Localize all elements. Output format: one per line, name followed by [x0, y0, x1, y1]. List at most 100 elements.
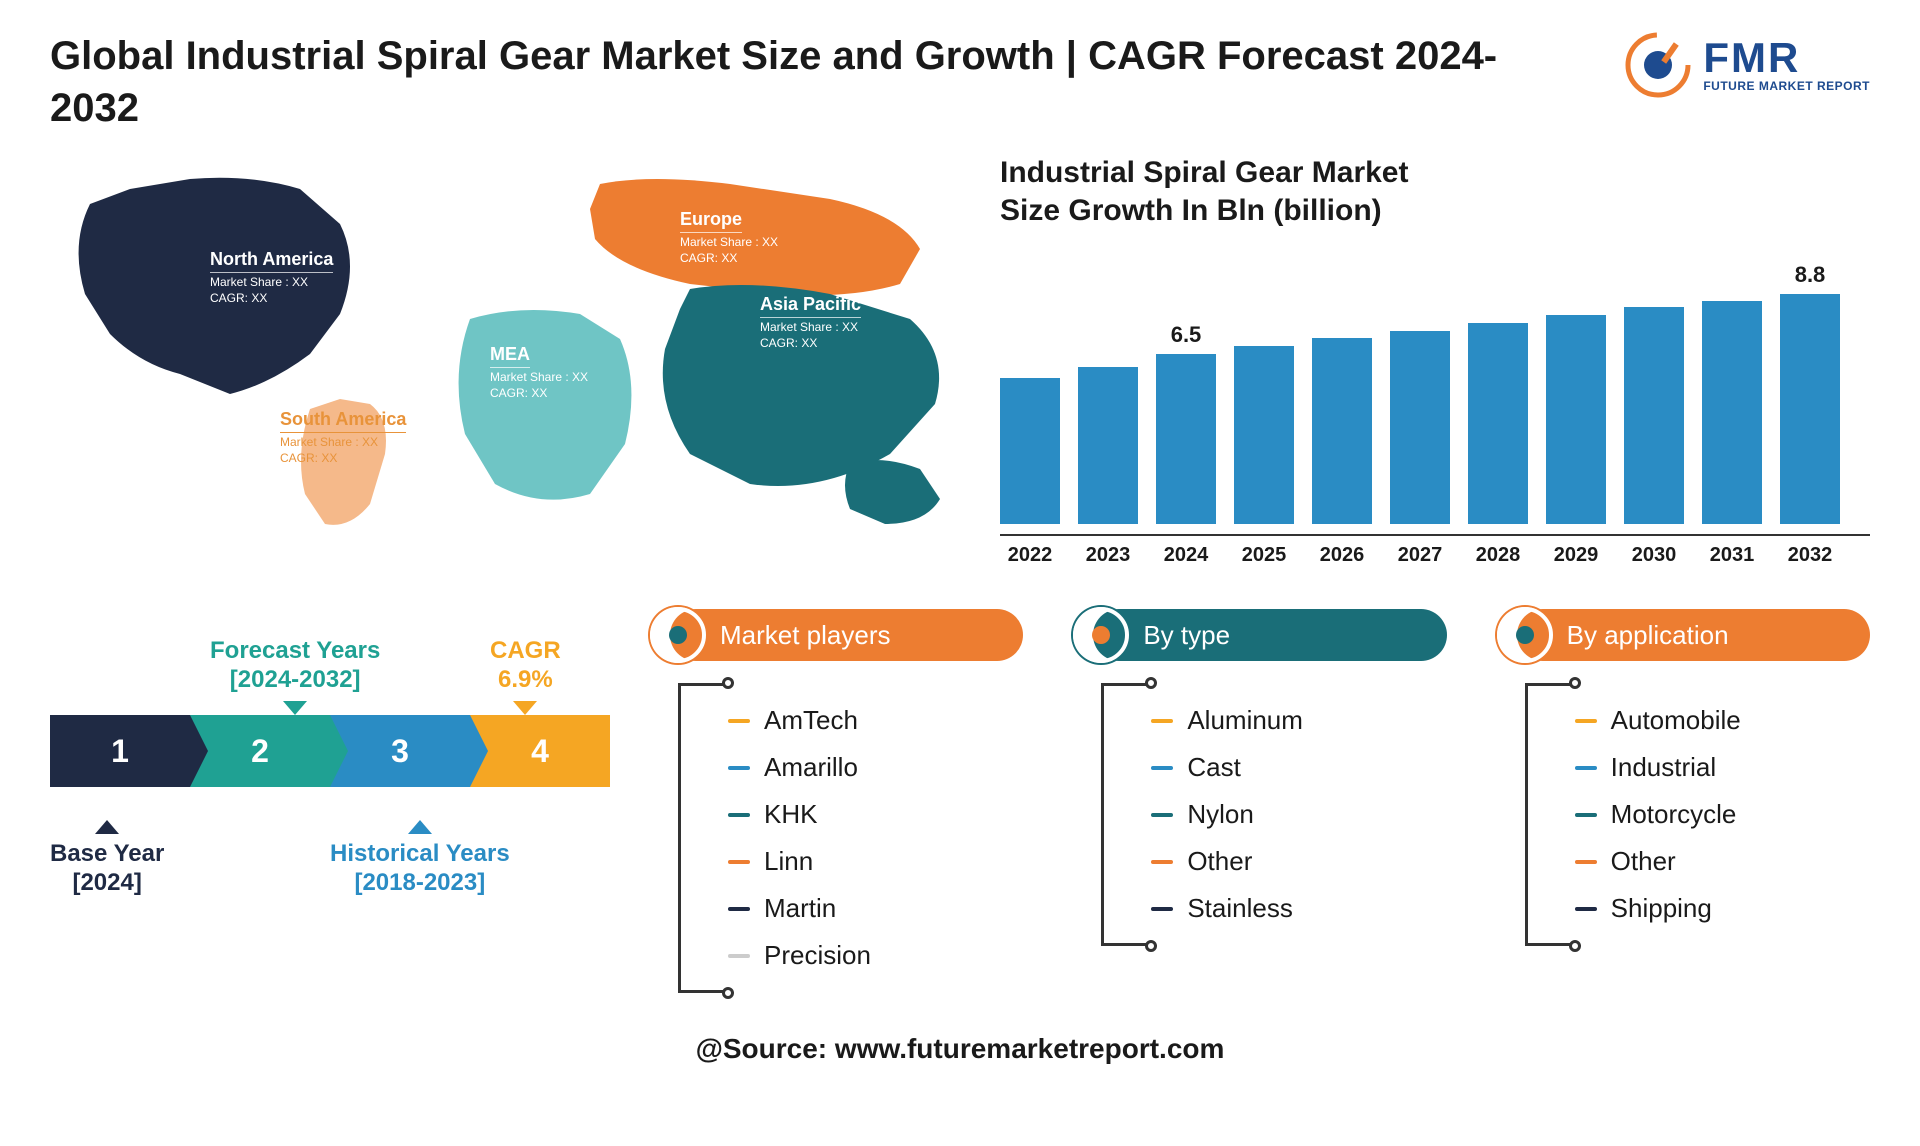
timeline-seg-1: 1: [50, 715, 190, 787]
segment-item: Motorcycle: [1545, 791, 1870, 838]
region-share: Market Share : XX: [280, 435, 406, 451]
segment-item: Martin: [698, 885, 1023, 932]
region-cagr: CAGR: XX: [280, 451, 406, 467]
segment-item-label: Other: [1611, 846, 1676, 877]
dot-icon: [1092, 626, 1110, 644]
timeline-hist-label: Historical Years [2018-2023]: [330, 820, 510, 898]
x-label: 2031: [1702, 544, 1762, 567]
segment-item-label: Aluminum: [1187, 705, 1303, 736]
segment-by-application: By application Automobile Industrial Mot…: [1497, 607, 1870, 993]
region-label-north-america: North America Market Share : XX CAGR: XX: [210, 249, 333, 306]
x-label: 2026: [1312, 544, 1372, 567]
region-share: Market Share : XX: [680, 235, 778, 251]
bar-2030: [1624, 275, 1684, 524]
region-name: South America: [280, 409, 406, 433]
base-text: Base Year: [50, 840, 164, 867]
segment-item: KHK: [698, 791, 1023, 838]
segment-item: Linn: [698, 838, 1023, 885]
segment-item: Other: [1121, 838, 1446, 885]
bar-rect: [1312, 338, 1372, 524]
segment-list: Aluminum Cast Nylon Other Stainless: [1101, 683, 1446, 946]
segment-title: By type: [1093, 609, 1446, 661]
header: Global Industrial Spiral Gear Market Siz…: [50, 30, 1870, 134]
dot-icon: [669, 626, 687, 644]
segment-by-type: By type Aluminum Cast Nylon Other Stainl…: [1073, 607, 1446, 993]
bracket-icon: [1101, 683, 1104, 946]
segment-item-label: Automobile: [1611, 705, 1741, 736]
segment-item: AmTech: [698, 697, 1023, 744]
bar-value: 6.5: [1171, 322, 1202, 348]
bottom-row: Forecast Years [2024-2032] CAGR 6.9% 1 2…: [50, 607, 1870, 993]
bracket-dot-icon: [1569, 677, 1581, 689]
timeline-base-label: Base Year [2024]: [50, 820, 164, 898]
logo-text-main: FMR: [1703, 37, 1870, 79]
segment-item: Cast: [1121, 744, 1446, 791]
segment-item-label: Shipping: [1611, 893, 1712, 924]
segment-item: Other: [1545, 838, 1870, 885]
arrow-down-icon: [283, 701, 307, 715]
x-label: 2029: [1546, 544, 1606, 567]
region-cagr: CAGR: XX: [680, 251, 778, 267]
timeline-seg-3: 3: [330, 715, 470, 787]
bracket-dot-icon: [722, 987, 734, 999]
region-share: Market Share : XX: [760, 320, 861, 336]
cagr-value: 6.9%: [498, 666, 553, 693]
x-label: 2023: [1078, 544, 1138, 567]
region-label-europe: Europe Market Share : XX CAGR: XX: [680, 209, 778, 266]
segment-title: Market players: [670, 609, 1023, 661]
bar-2027: [1390, 299, 1450, 524]
bar-rect: [1234, 346, 1294, 524]
region-label-mea: MEA Market Share : XX CAGR: XX: [490, 344, 588, 401]
bracket-dot-icon: [1569, 940, 1581, 952]
bar-rect: [1780, 294, 1840, 524]
cagr-text: CAGR: [490, 637, 561, 664]
bar-rect: [1546, 315, 1606, 524]
dot-icon: [1516, 626, 1534, 644]
bar-2023: [1078, 335, 1138, 524]
segment-circle-icon: [1497, 607, 1553, 663]
bracket-dot-icon: [1145, 940, 1157, 952]
segment-item: Stainless: [1121, 885, 1446, 932]
tick-icon: [1575, 860, 1597, 864]
bracket-icon: [678, 683, 681, 993]
segment-item: Amarillo: [698, 744, 1023, 791]
x-label: 2025: [1234, 544, 1294, 567]
timeline-forecast-label: Forecast Years [2024-2032]: [210, 637, 380, 715]
bar-rect: [1078, 367, 1138, 524]
region-name: MEA: [490, 344, 530, 368]
tick-icon: [1575, 907, 1597, 911]
region-share: Market Share : XX: [490, 370, 588, 386]
logo-icon: [1623, 30, 1693, 100]
tick-icon: [1151, 813, 1173, 817]
segment-item-label: Cast: [1187, 752, 1240, 783]
tick-icon: [1151, 860, 1173, 864]
timeline-cagr-label: CAGR 6.9%: [490, 637, 561, 715]
timeline-bar: 1 2 3 4: [50, 715, 610, 787]
segment-item: Aluminum: [1121, 697, 1446, 744]
segment-item: Nylon: [1121, 791, 1446, 838]
arrow-down-icon: [513, 701, 537, 715]
tick-icon: [728, 719, 750, 723]
segment-item: Precision: [698, 932, 1023, 979]
bar-rect: [1468, 323, 1528, 524]
segment-item-label: Martin: [764, 893, 836, 924]
bar-2032: 8.8: [1780, 262, 1840, 524]
bar-2029: [1546, 283, 1606, 524]
tick-icon: [728, 813, 750, 817]
timeline-seg-4: 4: [470, 715, 610, 787]
x-label: 2030: [1624, 544, 1684, 567]
segment-item-label: Motorcycle: [1611, 799, 1737, 830]
bar-2025: [1234, 314, 1294, 524]
timeline: Forecast Years [2024-2032] CAGR 6.9% 1 2…: [50, 607, 610, 885]
tick-icon: [1151, 907, 1173, 911]
tick-icon: [1151, 719, 1173, 723]
bracket-icon: [1525, 683, 1528, 946]
segment-item: Shipping: [1545, 885, 1870, 932]
segment-header: By application: [1497, 607, 1870, 663]
x-label: 2032: [1780, 544, 1840, 567]
bar-rect: [1156, 354, 1216, 524]
segment-item-label: Stainless: [1187, 893, 1293, 924]
x-label: 2028: [1468, 544, 1528, 567]
segment-item-label: KHK: [764, 799, 817, 830]
segment-market-players: Market players AmTech Amarillo KHK Linn …: [650, 607, 1023, 993]
